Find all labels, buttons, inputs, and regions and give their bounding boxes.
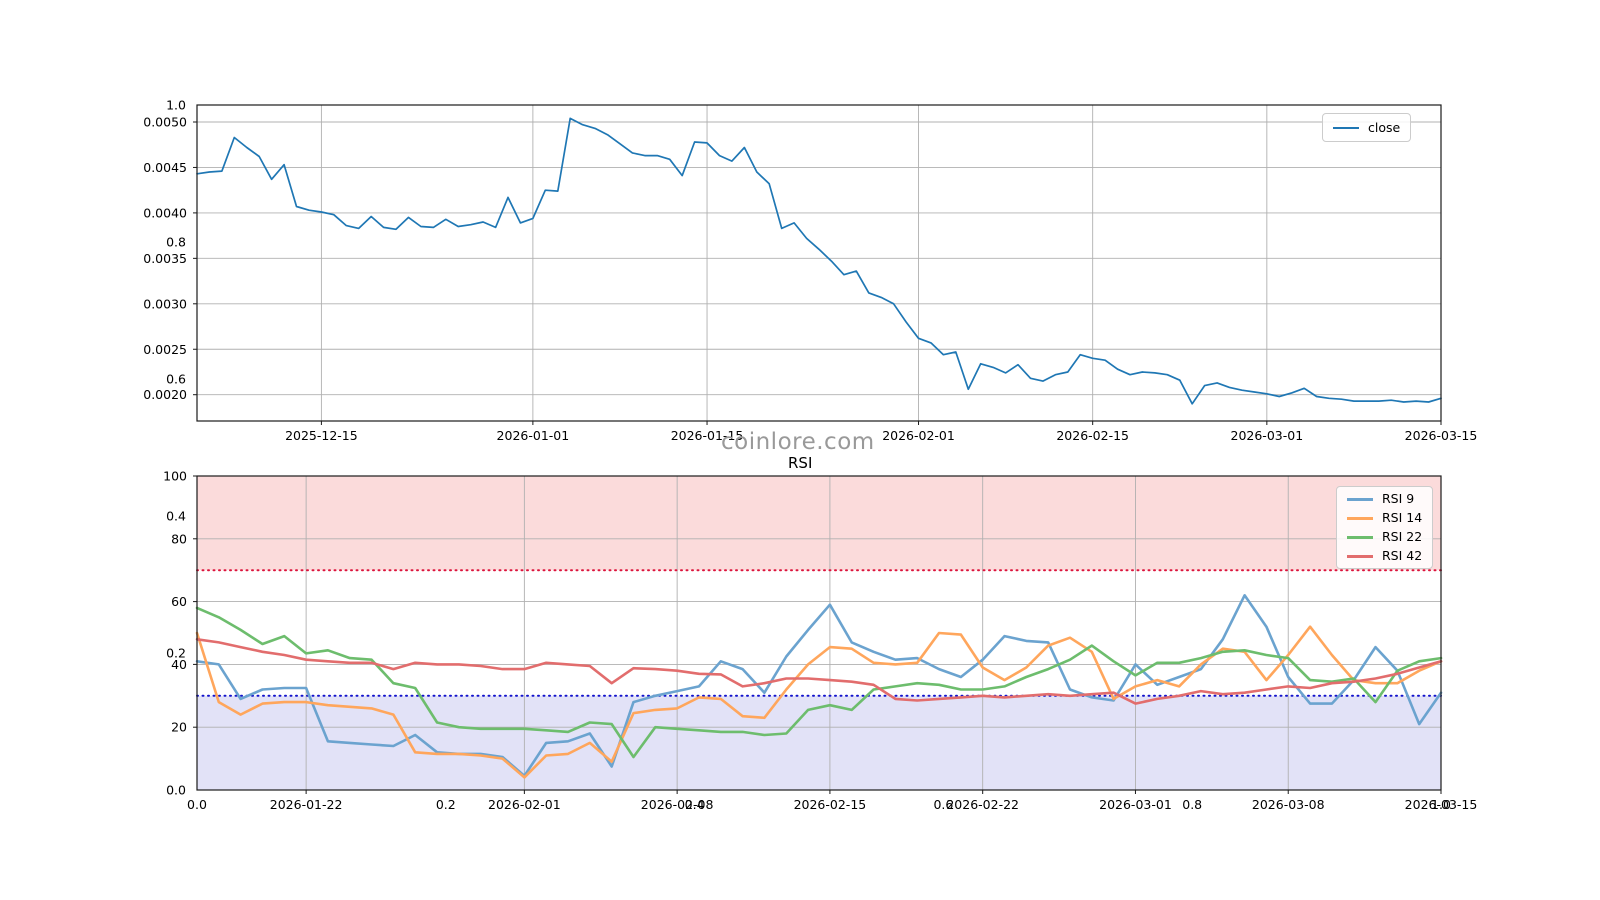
rsi-xtick-label: 2026-02-22 [946, 797, 1019, 812]
price-xtick-label: 2026-02-01 [882, 428, 955, 443]
legend-item-rsi-14: RSI 14 [1347, 511, 1422, 525]
price-ytick-label: 0.0020 [143, 387, 187, 402]
rsi-ytick-label: 20 [171, 720, 187, 735]
price-legend: close [1322, 113, 1412, 142]
legend-label-rsi-14: RSI 14 [1382, 510, 1423, 525]
hidden-axis-left-label: 0.4 [166, 509, 186, 524]
rsi-oversold-zone [197, 695, 1441, 790]
rsi-22-line [195, 606, 1443, 759]
legend-item-close: close [1333, 119, 1401, 135]
rsi-xtick-label: 2026-02-08 [641, 797, 714, 812]
price-xtick-label: 2026-01-15 [671, 428, 744, 443]
legend-item-rsi-42: RSI 42 [1347, 549, 1422, 563]
legend-item-rsi-22: RSI 22 [1347, 530, 1422, 544]
rsi-xtick-label: 2026-03-15 [1405, 797, 1478, 812]
rsi-ytick-label: 60 [171, 594, 187, 609]
rsi-ytick-label: 100 [163, 469, 187, 484]
price-xtick-label: 2026-03-15 [1405, 428, 1478, 443]
price-xtick-label: 2025-12-15 [285, 428, 358, 443]
rsi-42-swatch [1347, 554, 1373, 558]
hidden-axis-left-label: 0.0 [166, 783, 186, 798]
rsi-9-line [195, 593, 1443, 778]
hidden-axis-bottom-label: 0.2 [436, 797, 456, 812]
rsi-xtick-label: 2026-03-08 [1252, 797, 1325, 812]
price-ytick-label: 0.0050 [143, 115, 187, 130]
price-xtick-label: 2026-02-15 [1056, 428, 1129, 443]
hidden-axis-left-label: 0.6 [166, 372, 186, 387]
rsi-legend: RSI 9 RSI 14 RSI 22 RSI 42 [1336, 486, 1434, 569]
price-ytick-label: 0.0030 [143, 296, 187, 311]
hidden-axis-bottom-label: 0.0 [187, 797, 207, 812]
legend-label-rsi-42: RSI 42 [1382, 548, 1423, 563]
price-ytick-label: 0.0025 [143, 342, 187, 357]
rsi-chart-title: RSI [788, 454, 813, 472]
rsi-9-swatch [1347, 497, 1373, 501]
price-xtick-label: 2026-01-01 [497, 428, 570, 443]
price-ytick-label: 0.0045 [143, 160, 187, 175]
price-axes-border [196, 104, 1442, 422]
hidden-axis-bottom-label: 0.4 [685, 797, 705, 812]
hidden-axis-bottom-label: 0.6 [933, 797, 953, 812]
hidden-axis-left-label: 0.2 [166, 646, 186, 661]
legend-label-rsi-9: RSI 9 [1382, 491, 1415, 506]
close-line-swatch [1333, 126, 1359, 129]
rsi-42-line [195, 637, 1443, 705]
hidden-axis-left-label: 0.8 [166, 235, 186, 250]
rsi-xtick-label: 2026-01-22 [270, 797, 343, 812]
rsi-22-swatch [1347, 535, 1373, 539]
price-ytick-label: 0.0040 [143, 205, 187, 220]
legend-item-rsi-9: RSI 9 [1347, 492, 1422, 506]
rsi-xtick-label: 2026-02-01 [488, 797, 561, 812]
legend-label-close: close [1368, 119, 1401, 135]
price-xtick-label: 2026-03-01 [1231, 428, 1304, 443]
rsi-xtick-label: 2026-03-01 [1099, 797, 1172, 812]
watermark: coinlore.com [721, 429, 875, 455]
hidden-axis-bottom-label: 0.8 [1182, 797, 1202, 812]
rsi-14-swatch [1347, 516, 1373, 520]
hidden-axis-bottom-label: 1.0 [1431, 797, 1451, 812]
rsi-ytick-label: 40 [171, 657, 187, 672]
legend-label-rsi-22: RSI 22 [1382, 529, 1423, 544]
rsi-axes-border [196, 475, 1442, 791]
price-ytick-label: 0.0035 [143, 251, 187, 266]
rsi-ytick-label: 80 [171, 531, 187, 546]
rsi-overbought-zone [197, 476, 1441, 571]
rsi-xtick-label: 2026-02-15 [794, 797, 867, 812]
close-line [196, 117, 1442, 405]
hidden-axis-left-label: 1.0 [166, 98, 186, 113]
